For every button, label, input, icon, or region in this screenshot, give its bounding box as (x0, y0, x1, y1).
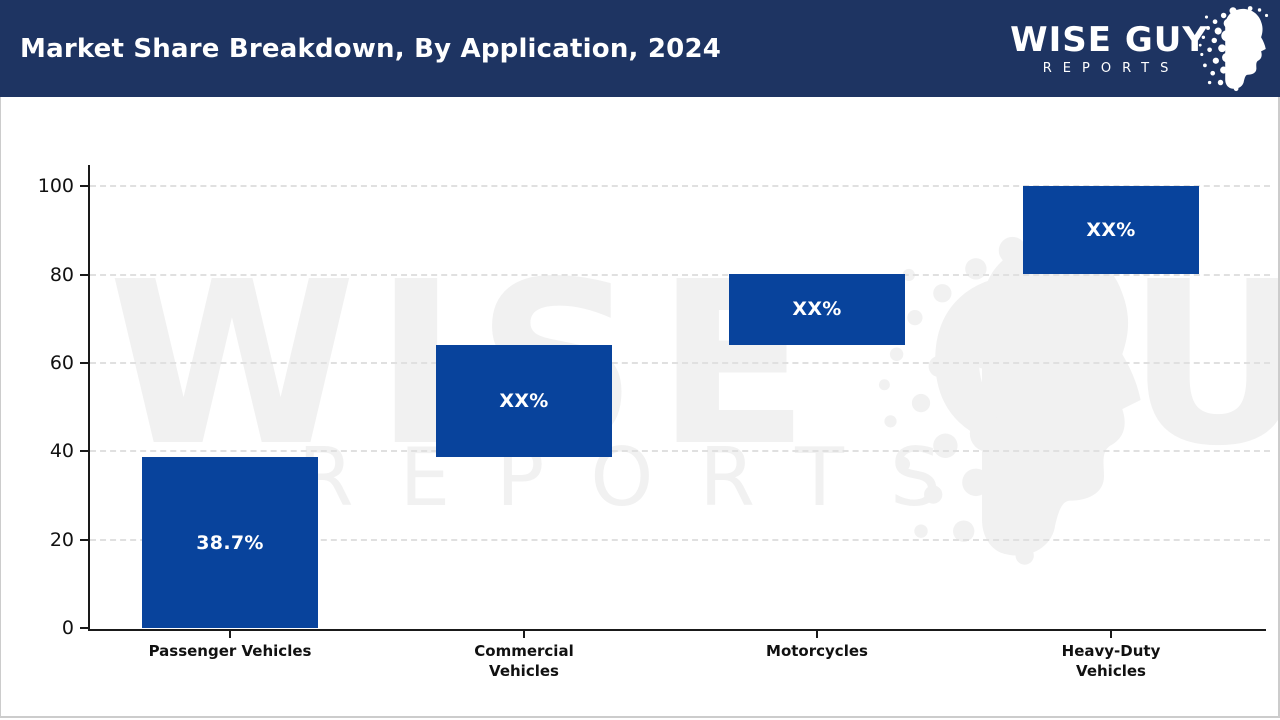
x-tick-mark (816, 631, 818, 638)
y-tick-mark (80, 627, 88, 629)
y-axis-line (88, 165, 90, 631)
x-axis-line (88, 629, 1266, 631)
x-category-label: Passenger Vehicles (148, 642, 312, 660)
y-gridline (90, 361, 1270, 364)
y-tick-mark (80, 185, 88, 188)
bar-value-label: XX% (1086, 218, 1136, 241)
y-gridline (90, 450, 1270, 453)
header-bar: Market Share Breakdown, By Application, … (0, 0, 1280, 97)
y-tick-mark (80, 538, 88, 541)
y-tick-mark (80, 450, 88, 453)
wiseguy-logo: WISE GUY REPORTS (1010, 6, 1272, 92)
x-category-label: Heavy-Duty Vehicles (1061, 642, 1161, 681)
y-gridline (90, 185, 1270, 188)
waterfall-bar-segment: XX% (436, 344, 612, 457)
bar-value-label: XX% (792, 298, 842, 321)
y-tick-mark (80, 361, 88, 364)
right-border (1278, 97, 1280, 718)
logo-wordmark: WISE GUY (1010, 19, 1208, 60)
y-tick-mark (80, 273, 88, 276)
y-gridline (90, 538, 1270, 541)
bar-value-label: 38.7% (196, 531, 264, 554)
wiseguy-head-icon (1198, 6, 1269, 92)
x-category-label: Commercial Vehicles (474, 642, 574, 681)
x-tick-mark (1110, 631, 1112, 638)
y-tick-label: 0 (61, 617, 74, 639)
waterfall-bar-segment: XX% (729, 273, 905, 345)
chart-title: Market Share Breakdown, By Application, … (20, 33, 722, 64)
left-border (0, 97, 1, 718)
y-tick-label: 20 (49, 528, 74, 551)
x-tick-mark (229, 631, 231, 638)
wiseguy-logo-text: WISE GUY REPORTS (1010, 23, 1208, 76)
y-tick-label: 60 (49, 351, 74, 374)
bottom-border (0, 716, 1280, 718)
waterfall-bar-segment: XX% (1023, 186, 1199, 274)
watermark-head-icon (878, 232, 1150, 565)
x-tick-mark (523, 631, 525, 638)
x-category-label: Motorcycles (766, 642, 868, 660)
logo-sub-wordmark: REPORTS (1042, 60, 1180, 76)
bar-value-label: XX% (499, 389, 549, 412)
y-tick-label: 40 (49, 440, 74, 463)
y-tick-label: 80 (49, 263, 74, 286)
y-gridline (90, 273, 1270, 276)
y-tick-label: 100 (37, 175, 74, 198)
waterfall-bar-segment: 38.7% (142, 457, 318, 628)
